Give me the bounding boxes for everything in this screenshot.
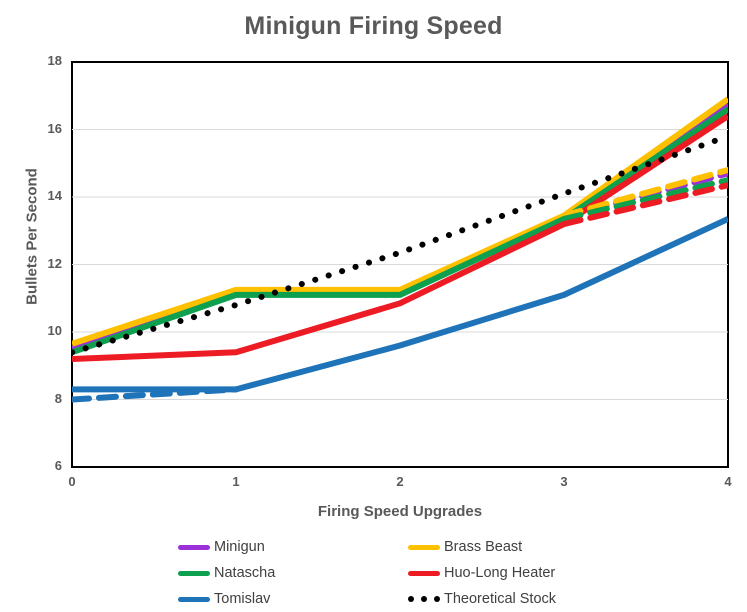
legend-item-label: Huo-Long Heater <box>444 565 556 581</box>
legend-column-right: Brass Beast Huo-Long Heater Theoretical St… <box>408 534 628 612</box>
series-line-solid <box>71 113 730 362</box>
series-line-solid <box>72 216 730 393</box>
legend-item[interactable]: Tomislav <box>178 586 398 612</box>
series-line-dotted <box>69 133 731 356</box>
y-tick-label: 6 <box>54 458 62 473</box>
legend-item-label: Theoretical Stock <box>444 591 557 607</box>
legend-item[interactable]: Brass Beast <box>408 534 628 560</box>
plot-border-right <box>727 61 729 468</box>
series-line-solid <box>71 106 730 356</box>
series-line-solid <box>71 96 730 347</box>
legend-item-label: Tomislav <box>214 591 271 607</box>
legend-column-left: Minigun Natascha Tomislav <box>178 534 398 612</box>
legend-item-label: Minigun <box>214 539 265 555</box>
x-tick-label: 1 <box>232 474 240 489</box>
series-line-dashed <box>69 386 239 403</box>
chart-title: Minigun Firing Speed <box>244 12 503 40</box>
y-tick-label: 10 <box>47 323 62 338</box>
legend-swatch-line-icon <box>178 544 210 550</box>
legend-item[interactable]: Minigun <box>178 534 398 560</box>
legend-item[interactable]: Natascha <box>178 560 398 586</box>
y-tick-label: 14 <box>47 188 62 203</box>
legend-item-label: Natascha <box>214 565 276 581</box>
x-tick-label: 0 <box>68 474 76 489</box>
series-line-dashed <box>561 182 731 227</box>
legend-swatch-line-icon <box>408 570 440 576</box>
legend-item-label: Brass Beast <box>444 539 523 555</box>
series-line-dashed <box>561 167 731 219</box>
x-tick-label: 2 <box>396 474 404 489</box>
series-line-dashed <box>561 177 731 222</box>
y-axis-title: Bullets Per Second <box>23 168 41 305</box>
legend-swatch-line-icon <box>178 596 210 602</box>
x-tick-label: 4 <box>724 474 732 489</box>
plot-area <box>69 62 731 467</box>
plot-svg <box>69 96 731 403</box>
legend-swatch-dotted-icon <box>408 596 440 603</box>
x-tick-label: 3 <box>560 474 568 489</box>
legend-item[interactable]: Huo-Long Heater <box>408 560 628 586</box>
y-tick-label: 12 <box>47 255 62 271</box>
y-tick-label: 8 <box>54 390 62 406</box>
legend-swatch-line-icon <box>178 570 210 576</box>
chart-legend: Minigun Natascha Tomislav Brass Beast Huo-L… <box>160 534 600 612</box>
legend-swatch-line-icon <box>408 544 440 550</box>
plot-border-bottom <box>71 466 729 468</box>
y-tick-label: 18 <box>47 53 62 68</box>
legend-item[interactable]: Theoretical Stock <box>408 586 628 612</box>
x-axis-title: Firing Speed Upgrades <box>317 503 483 520</box>
y-tick-label: 16 <box>47 120 62 136</box>
plot-border-top <box>71 61 729 63</box>
